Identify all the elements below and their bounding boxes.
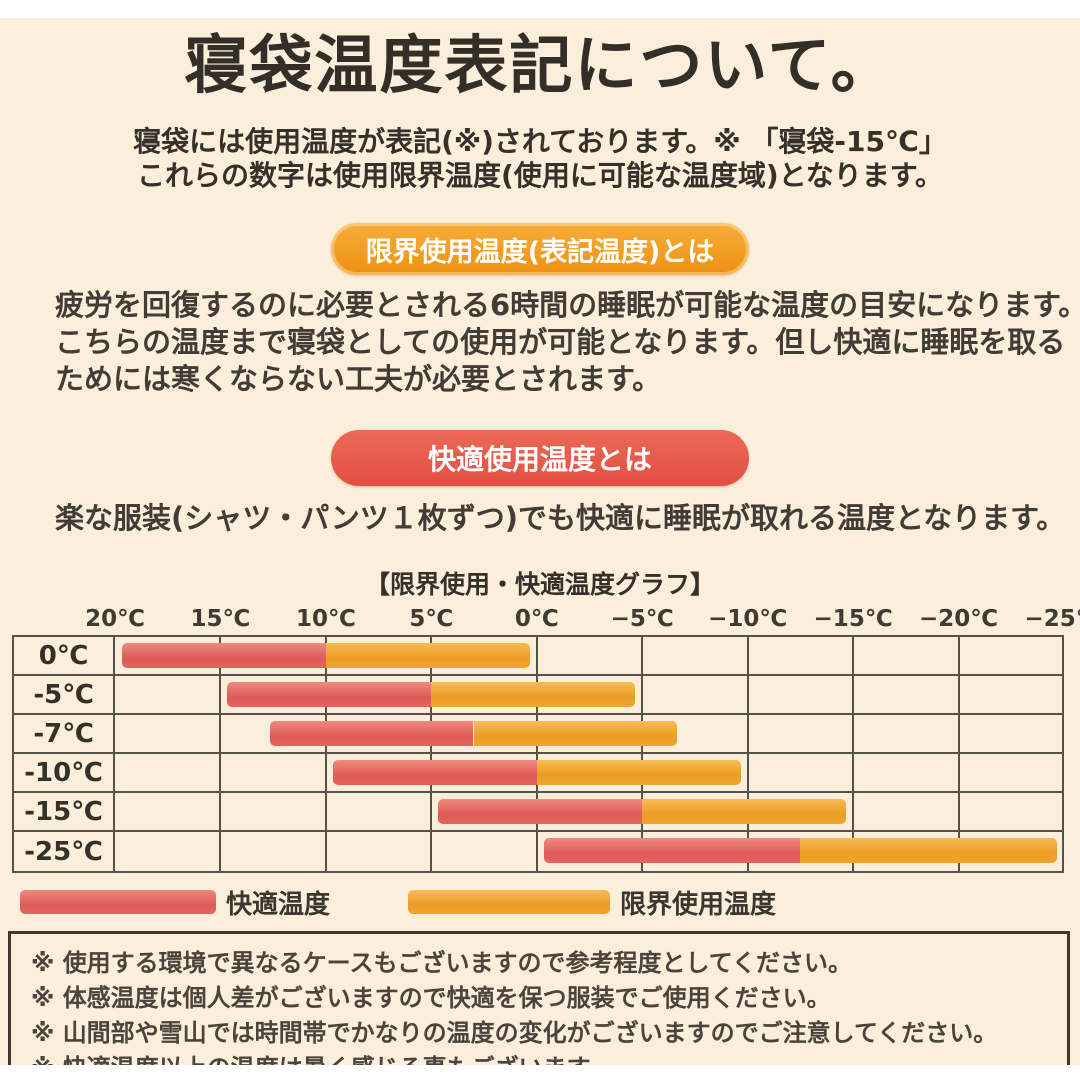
comfort-temp-badge: 快適使用温度とは	[331, 430, 749, 486]
chart-legend: 快適温度 限界使用温度	[0, 873, 1080, 931]
grid-line	[852, 676, 855, 713]
grid-line	[219, 754, 222, 791]
disclaimer-note-2: ※ 体感温度は個人差がございますので快適を保つ服装でご使用ください。	[31, 984, 831, 1012]
grid-line	[324, 832, 327, 871]
row-label: -15℃	[14, 793, 115, 830]
grid-line	[219, 793, 222, 830]
disclaimer-box: ※ 使用する環境で異なるケースもございますので参考程度としてください。 ※ 体感…	[8, 931, 1070, 1065]
limit-desc-line-1: 疲労を回復するのに必要とされる6時間の睡眠が可能な温度の目安になります。	[55, 288, 1080, 322]
grid-line	[219, 676, 222, 713]
limit-temp-description: 疲労を回復するのに必要とされる6時間の睡眠が可能な温度の目安になります。 こちら…	[55, 287, 1080, 398]
disclaimer-note-4: ※ 快適温度以上の温度は暑く感じる事もございます。	[31, 1051, 1047, 1065]
row-plot	[115, 637, 1062, 674]
grid-line	[430, 832, 433, 871]
chart-title: 【限界使用・快適温度グラフ】	[364, 570, 715, 599]
grid-line	[746, 676, 749, 713]
grid-line	[324, 793, 327, 830]
grid-line	[535, 832, 538, 871]
temperature-chart: 20℃15℃10℃5℃0℃−5℃−10℃−15℃−20℃−25℃ 0℃-5℃-7…	[12, 603, 1080, 873]
grid-line	[957, 715, 960, 752]
limit-temp-badge: 限界使用温度(表記温度)とは	[331, 223, 749, 275]
comfort-temp-description: 楽な服装(シャツ・パンツ１枚ずつ)でも快適に睡眠が取れる温度となります。	[55, 500, 1066, 537]
row-label: 0℃	[14, 637, 115, 674]
grid-line	[535, 637, 538, 674]
comfort-bar	[438, 799, 643, 824]
axis-tick: −20℃	[918, 606, 999, 632]
comfort-temp-badge-label: 快適使用温度とは	[427, 443, 652, 476]
limit-temp-badge-label: 限界使用温度(表記温度)とは	[365, 236, 715, 268]
limit-bar	[431, 682, 636, 707]
chart-row: -15℃	[14, 793, 1062, 832]
page-title: 寝袋温度表記について。	[184, 29, 896, 102]
limit-bar	[473, 721, 678, 746]
disclaimer-note-3: ※ 山間部や雪山では時間帯でかなりの温度の変化がございますのでご注意してください…	[31, 1019, 998, 1047]
comfort-bar	[227, 682, 432, 707]
comfort-desc-line-1: 楽な服装(シャツ・パンツ１枚ずつ)でも快適に睡眠が取れる温度となります。	[55, 501, 1066, 535]
grid-line	[957, 754, 960, 791]
row-label: -25℃	[14, 832, 115, 871]
limit-bar	[642, 799, 847, 824]
subtitle-line-2: これらの数字は使用限界温度(使用に可能な温度域)となります。	[137, 159, 943, 192]
grid-line	[852, 793, 855, 830]
grid-line	[641, 676, 644, 713]
row-label: -10℃	[14, 754, 115, 791]
subtitle-line-1: 寝袋には使用温度が表記(※)されております。※ 「寝袋-15℃」	[133, 125, 947, 158]
chart-table: 0℃ -5℃ -7℃ -10℃ -15℃ -25℃	[12, 635, 1064, 873]
limit-bar	[536, 760, 741, 785]
axis-tick: 0℃	[514, 606, 559, 632]
chart-row: 0℃	[14, 637, 1062, 676]
limit-legend-swatch	[408, 890, 611, 914]
chart-row: -7℃	[14, 715, 1062, 754]
comfort-bar	[122, 643, 326, 668]
chart-row: -10℃	[14, 754, 1062, 793]
row-label: -5℃	[14, 676, 115, 713]
limit-desc-line-2: こちらの温度まで寝袋としての使用が可能となります。但し快適に睡眠を取る	[55, 325, 1066, 359]
grid-line	[957, 637, 960, 674]
grid-line	[324, 754, 327, 791]
grid-line	[852, 637, 855, 674]
grid-line	[219, 715, 222, 752]
axis-tick: 10℃	[295, 606, 356, 632]
grid-line	[957, 676, 960, 713]
axis-tick: −15℃	[813, 606, 893, 632]
chart-row: -25℃	[14, 832, 1062, 871]
subtitle: 寝袋には使用温度が表記(※)されております。※ 「寝袋-15℃」 これらの数字は…	[0, 125, 1080, 193]
grid-line	[746, 715, 749, 752]
limit-bar	[800, 838, 1057, 863]
grid-line	[852, 715, 855, 752]
comfort-bar	[269, 721, 474, 746]
grid-line	[746, 754, 749, 791]
axis-tick: 20℃	[85, 606, 145, 632]
row-plot	[115, 715, 1062, 752]
comfort-legend-label: 快適温度	[226, 889, 331, 920]
chart-axis: 20℃ 15℃ 10℃ 5℃ 0℃ −5℃ −10℃ −15℃ −20℃ −25℃	[12, 603, 1080, 635]
limit-desc-line-3: ためには寒くならない工夫が必要とされます。	[55, 362, 662, 396]
axis-tick: 5℃	[409, 606, 454, 632]
axis-tick: −10℃	[708, 606, 788, 632]
comfort-bar	[332, 760, 537, 785]
grid-line	[641, 637, 644, 674]
row-label: -7℃	[14, 715, 115, 752]
chart-row: -5℃	[14, 676, 1062, 715]
grid-line	[746, 637, 749, 674]
grid-line	[430, 793, 433, 830]
content-panel: 寝袋温度表記について。 寝袋には使用温度が表記(※)されております。※ 「寝袋-…	[0, 18, 1080, 1065]
row-plot	[115, 754, 1062, 791]
limit-legend-label: 限界使用温度	[620, 889, 777, 920]
row-plot	[115, 676, 1062, 713]
axis-tick: −25℃	[1024, 606, 1080, 632]
grid-line	[219, 832, 222, 871]
axis-tick: −5℃	[610, 606, 674, 632]
row-plot	[115, 793, 1062, 830]
row-plot	[115, 832, 1062, 871]
comfort-bar	[543, 838, 801, 863]
axis-tick: 15℃	[190, 606, 251, 632]
grid-line	[852, 754, 855, 791]
grid-line	[957, 793, 960, 830]
disclaimer-note-1: ※ 使用する環境で異なるケースもございますので参考程度としてください。	[31, 949, 853, 977]
limit-bar	[325, 643, 530, 668]
comfort-legend-swatch	[20, 890, 216, 914]
